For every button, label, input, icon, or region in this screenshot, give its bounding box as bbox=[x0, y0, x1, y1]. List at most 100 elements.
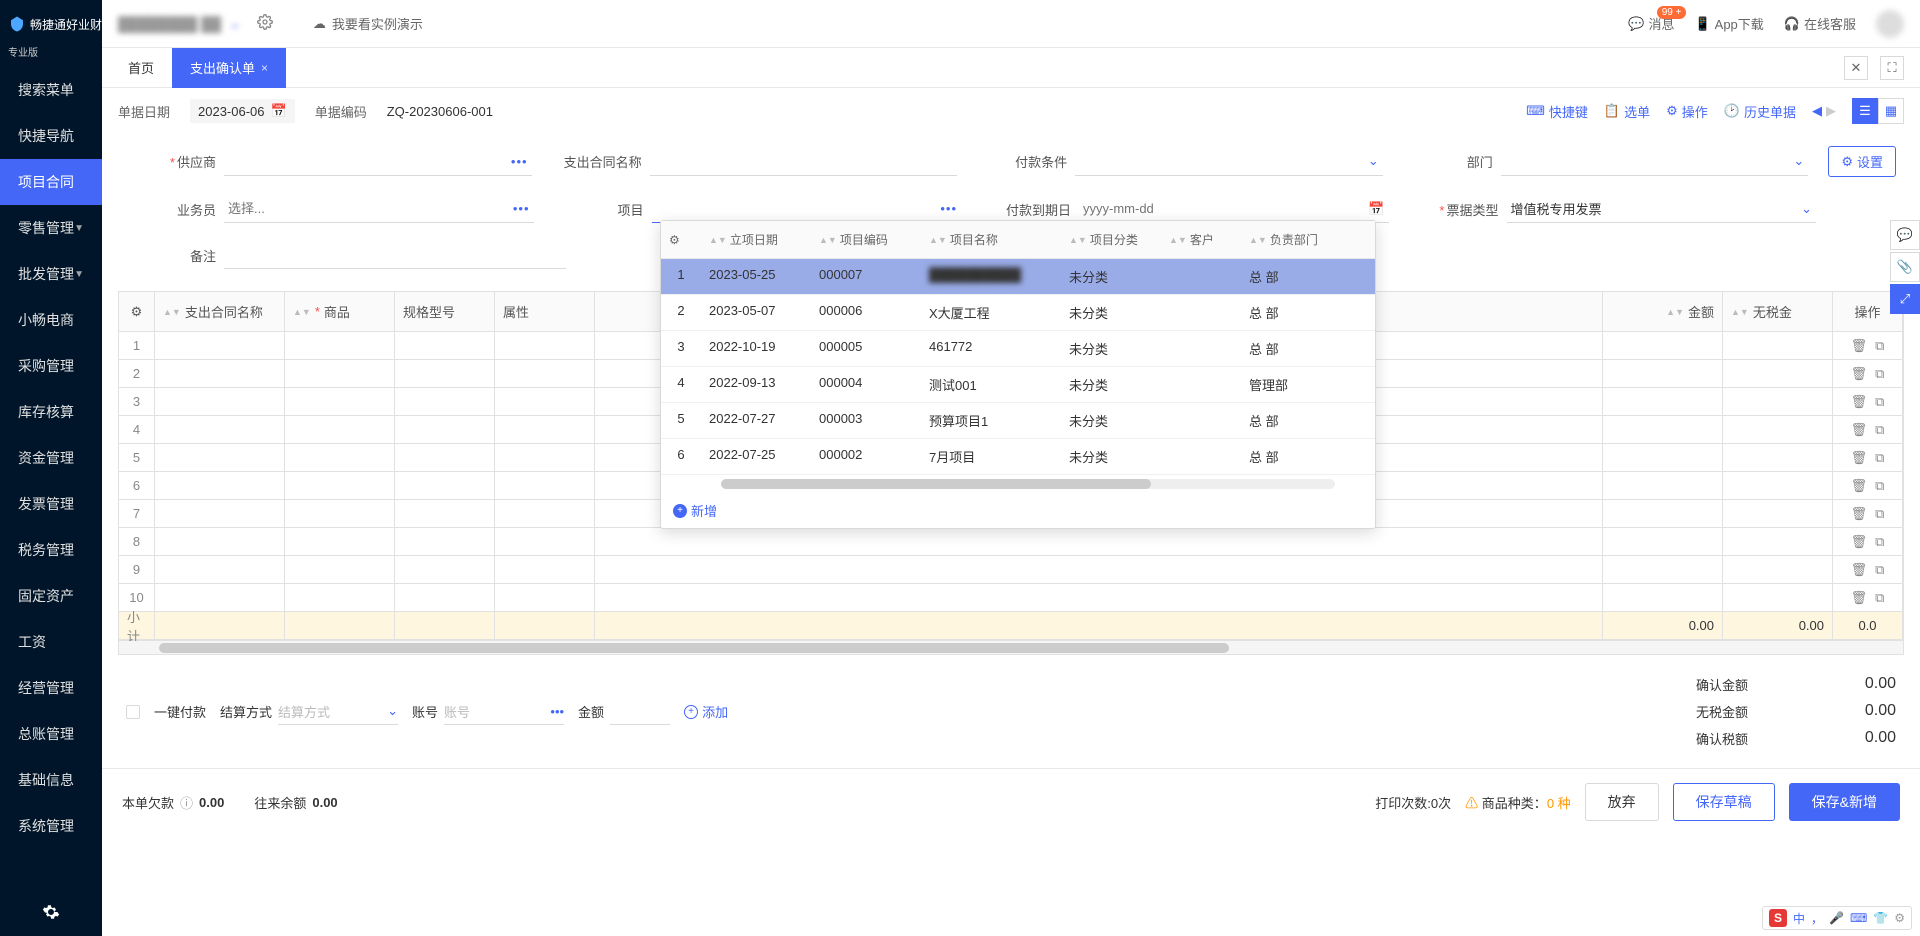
copy-icon[interactable]: ⧉ bbox=[1875, 534, 1884, 550]
col-spec[interactable]: 规格型号 bbox=[395, 292, 495, 331]
sidebar-settings-icon[interactable] bbox=[0, 891, 102, 936]
copy-icon[interactable]: ⧉ bbox=[1875, 590, 1884, 606]
app-download-button[interactable]: 📱App下载 bbox=[1694, 14, 1763, 33]
history-link[interactable]: 🕑 历史单据 bbox=[1724, 102, 1796, 121]
invoice-type-input[interactable]: 增值税专用发票⌄ bbox=[1507, 195, 1817, 223]
expand-icon[interactable]: ⛶ bbox=[1880, 56, 1904, 80]
dropdown-row[interactable]: 1 2023-05-25 000007 ██████████ 未分类 总 部 bbox=[661, 259, 1375, 295]
grid-hscroll[interactable] bbox=[118, 641, 1904, 655]
view-list-icon[interactable]: ☰ bbox=[1852, 98, 1878, 124]
rail-attach-icon[interactable]: 📎 bbox=[1890, 252, 1920, 282]
col-contract-name[interactable]: ▲▼支出合同名称 bbox=[155, 292, 285, 331]
dropdown-row[interactable]: 2 2023-05-07 000006 X大厦工程 未分类 总 部 bbox=[661, 295, 1375, 331]
company-selector[interactable]: ████████ ██⌄ bbox=[118, 15, 241, 32]
ops-link[interactable]: ⚙ 操作 bbox=[1666, 102, 1708, 121]
sidebar-item[interactable]: 库存核算 bbox=[0, 389, 102, 435]
dd-col-cust[interactable]: 客户 bbox=[1190, 231, 1214, 248]
sidebar-item[interactable]: 经营管理 bbox=[0, 665, 102, 711]
copy-icon[interactable]: ⧉ bbox=[1875, 422, 1884, 438]
dept-input[interactable]: ⌄ bbox=[1501, 148, 1809, 176]
delete-icon[interactable]: 🗑 bbox=[1851, 394, 1868, 410]
prev-icon[interactable]: ◀ bbox=[1812, 103, 1822, 119]
salesman-input[interactable]: ••• bbox=[224, 195, 534, 223]
copy-icon[interactable]: ⧉ bbox=[1875, 366, 1884, 382]
gear-icon[interactable] bbox=[257, 14, 273, 33]
more-icon[interactable]: ••• bbox=[513, 201, 530, 216]
onekey-checkbox[interactable] bbox=[126, 705, 140, 719]
delete-icon[interactable]: 🗑 bbox=[1851, 450, 1868, 466]
close-all-icon[interactable]: ✕ bbox=[1844, 56, 1868, 80]
dd-col-name[interactable]: 项目名称 bbox=[950, 231, 998, 248]
add-payment-button[interactable]: + 添加 bbox=[684, 702, 728, 721]
copy-icon[interactable]: ⧉ bbox=[1875, 450, 1884, 466]
delete-icon[interactable]: 🗑 bbox=[1851, 366, 1868, 382]
settings-button[interactable]: ⚙ 设置 bbox=[1828, 146, 1896, 177]
dropdown-row[interactable]: 6 2022-07-25 000002 7月项目 未分类 总 部 bbox=[661, 439, 1375, 475]
col-amount[interactable]: ▲▼金额 bbox=[1603, 292, 1723, 331]
messages-button[interactable]: 💬消息 99 + bbox=[1628, 14, 1674, 33]
table-row[interactable]: 8 🗑⧉ bbox=[119, 528, 1903, 556]
acct-input[interactable]: 账号••• bbox=[444, 699, 564, 725]
pay-terms-input[interactable]: ⌄ bbox=[1075, 148, 1383, 176]
dd-col-date[interactable]: 立项日期 bbox=[730, 231, 778, 248]
sidebar-item[interactable]: 总账管理 bbox=[0, 711, 102, 757]
sidebar-item[interactable]: 项目合同 bbox=[0, 159, 102, 205]
table-row[interactable]: 10 🗑⧉ bbox=[119, 584, 1903, 612]
delete-icon[interactable]: 🗑 bbox=[1851, 478, 1868, 494]
delete-icon[interactable]: 🗑 bbox=[1851, 562, 1868, 578]
sidebar-item[interactable]: 搜索菜单 bbox=[0, 67, 102, 113]
more-icon[interactable]: ••• bbox=[940, 201, 957, 216]
shortcut-link[interactable]: ⌨ 快捷键 bbox=[1526, 102, 1588, 121]
sidebar-item[interactable]: 快捷导航 bbox=[0, 113, 102, 159]
copy-icon[interactable]: ⧉ bbox=[1875, 394, 1884, 410]
calendar-icon[interactable]: 📅 bbox=[1368, 201, 1384, 217]
sidebar-item[interactable]: 基础信息 bbox=[0, 757, 102, 803]
copy-icon[interactable]: ⧉ bbox=[1875, 478, 1884, 494]
more-icon[interactable]: ••• bbox=[511, 154, 528, 169]
save-new-button[interactable]: 保存&新增 bbox=[1789, 783, 1900, 821]
col-attr[interactable]: 属性 bbox=[495, 292, 595, 331]
delete-icon[interactable]: 🗑 bbox=[1851, 338, 1868, 354]
save-draft-button[interactable]: 保存草稿 bbox=[1673, 783, 1775, 821]
rail-chat-icon[interactable]: 💬 bbox=[1890, 220, 1920, 250]
sidebar-item[interactable]: 固定资产 bbox=[0, 573, 102, 619]
copy-icon[interactable]: ⧉ bbox=[1875, 338, 1884, 354]
copy-icon[interactable]: ⧉ bbox=[1875, 562, 1884, 578]
dropdown-row[interactable]: 5 2022-07-27 000003 预算项目1 未分类 总 部 bbox=[661, 403, 1375, 439]
avatar[interactable] bbox=[1876, 10, 1904, 38]
sidebar-item[interactable]: 发票管理 bbox=[0, 481, 102, 527]
tab-home[interactable]: 首页 bbox=[110, 48, 172, 88]
dropdown-row[interactable]: 3 2022-10-19 000005 461772 未分类 总 部 bbox=[661, 331, 1375, 367]
rail-expand-icon[interactable]: ⤢ bbox=[1890, 284, 1920, 314]
sidebar-item[interactable]: 资金管理 bbox=[0, 435, 102, 481]
discard-button[interactable]: 放弃 bbox=[1585, 783, 1659, 821]
date-picker[interactable]: 2023-06-06 📅 bbox=[190, 99, 295, 123]
sidebar-item[interactable]: 税务管理 bbox=[0, 527, 102, 573]
chevron-down-icon[interactable]: ⌄ bbox=[1368, 153, 1379, 169]
dd-add-button[interactable]: + 新增 bbox=[661, 493, 1375, 528]
view-grid-icon[interactable]: ▦ bbox=[1878, 98, 1904, 124]
method-input[interactable]: 结算方式⌄ bbox=[278, 699, 398, 725]
ime-widget[interactable]: S 中 ， 🎤 ⌨ 👕 ⚙ bbox=[1762, 906, 1912, 930]
due-date-input[interactable]: 📅 bbox=[1079, 195, 1389, 223]
dropdown-row[interactable]: 4 2022-09-13 000004 测试001 未分类 管理部 bbox=[661, 367, 1375, 403]
dd-col-dept[interactable]: 负责部门 bbox=[1270, 231, 1318, 248]
delete-icon[interactable]: 🗑 bbox=[1851, 422, 1868, 438]
select-form-link[interactable]: 📋 选单 bbox=[1604, 102, 1650, 121]
chevron-down-icon[interactable]: ⌄ bbox=[1801, 201, 1812, 217]
calendar-icon[interactable]: 📅 bbox=[271, 103, 287, 119]
remark-input[interactable] bbox=[224, 241, 566, 269]
customer-service-button[interactable]: 🎧在线客服 bbox=[1784, 14, 1856, 33]
grid-config-icon[interactable]: ⚙ bbox=[119, 292, 155, 331]
delete-icon[interactable]: 🗑 bbox=[1851, 590, 1868, 606]
sidebar-item[interactable]: 批发管理▼ bbox=[0, 251, 102, 297]
sidebar-item[interactable]: 零售管理▼ bbox=[0, 205, 102, 251]
sidebar-item[interactable]: 小畅电商 bbox=[0, 297, 102, 343]
chevron-down-icon[interactable]: ⌄ bbox=[1793, 153, 1804, 169]
tab-expense-confirm[interactable]: 支出确认单× bbox=[172, 48, 286, 88]
supplier-input[interactable]: ••• bbox=[224, 148, 532, 176]
dd-config-icon[interactable]: ⚙ bbox=[661, 221, 701, 258]
copy-icon[interactable]: ⧉ bbox=[1875, 506, 1884, 522]
demo-link[interactable]: ☁我要看实例演示 bbox=[313, 14, 423, 33]
table-row[interactable]: 9 🗑⧉ bbox=[119, 556, 1903, 584]
